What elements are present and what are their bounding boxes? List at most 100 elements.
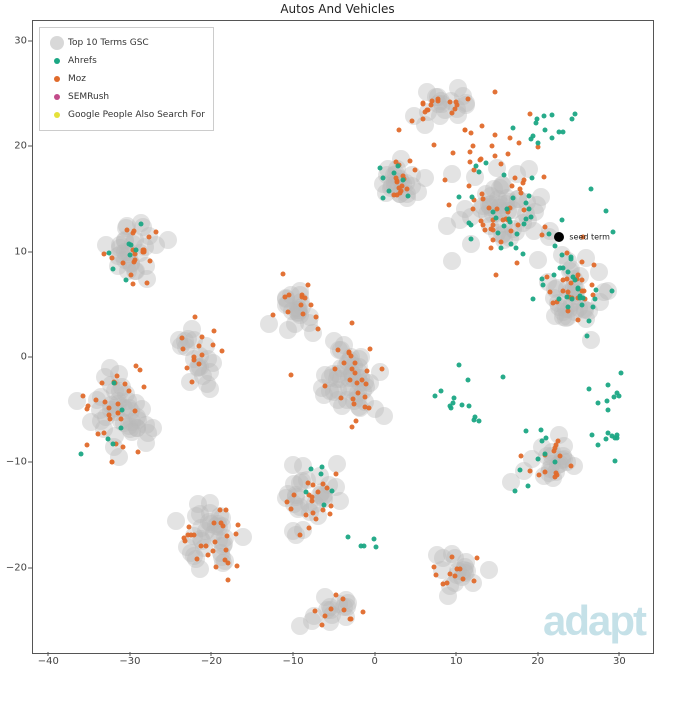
scatter-point xyxy=(110,441,115,446)
scatter-point xyxy=(348,617,353,622)
scatter-point xyxy=(218,521,223,526)
scatter-point xyxy=(543,127,548,132)
scatter-point xyxy=(605,399,610,404)
scatter-point xyxy=(421,116,426,121)
scatter-point xyxy=(78,451,83,456)
scatter-point xyxy=(519,191,524,196)
scatter-point xyxy=(498,246,503,251)
scatter-point xyxy=(471,206,476,211)
scatter-point xyxy=(189,495,207,513)
scatter-point xyxy=(323,384,328,389)
scatter-point xyxy=(118,425,123,430)
scatter-point xyxy=(501,224,506,229)
scatter-point xyxy=(322,502,327,507)
scatter-point xyxy=(214,564,219,569)
scatter-point xyxy=(576,317,581,322)
scatter-point xyxy=(85,407,90,412)
scatter-point xyxy=(501,374,506,379)
scatter-point xyxy=(378,166,383,171)
scatter-point xyxy=(460,577,465,582)
scatter-point xyxy=(527,193,532,198)
scatter-point xyxy=(346,535,351,540)
scatter-point xyxy=(554,471,559,476)
scatter-point xyxy=(527,468,532,473)
y-tick-mark xyxy=(28,146,32,147)
scatter-point xyxy=(308,302,313,307)
legend-marker-icon xyxy=(50,36,64,50)
scatter-point xyxy=(193,315,198,320)
scatter-point xyxy=(115,373,120,378)
scatter-point xyxy=(428,103,433,108)
scatter-point xyxy=(106,413,111,418)
scatter-point xyxy=(109,255,114,260)
scatter-point xyxy=(422,110,427,115)
scatter-point xyxy=(300,312,305,317)
scatter-point xyxy=(468,130,473,135)
scatter-point xyxy=(614,391,619,396)
scatter-point xyxy=(579,259,584,264)
scatter-point xyxy=(179,336,184,341)
scatter-point xyxy=(334,592,339,597)
scatter-point xyxy=(409,119,414,124)
scatter-point xyxy=(350,367,355,372)
scatter-point xyxy=(557,453,562,458)
y-tick-mark xyxy=(28,357,32,358)
scatter-point xyxy=(518,468,523,473)
scatter-point xyxy=(510,196,515,201)
scatter-point xyxy=(341,596,346,601)
scatter-point xyxy=(287,292,292,297)
scatter-point xyxy=(121,260,126,265)
scatter-point xyxy=(467,183,472,188)
scatter-point xyxy=(305,480,310,485)
scatter-point xyxy=(483,160,488,165)
scatter-point xyxy=(529,251,547,269)
scatter-point xyxy=(511,125,516,130)
scatter-point xyxy=(219,349,224,354)
scatter-point xyxy=(349,320,354,325)
scatter-point xyxy=(467,403,472,408)
chart-title: Autos And Vehicles xyxy=(0,2,675,16)
x-tick-label: −20 xyxy=(201,656,222,667)
legend-marker-icon xyxy=(54,76,60,82)
scatter-point xyxy=(353,419,358,424)
scatter-point xyxy=(480,124,485,129)
scatter-point xyxy=(327,511,332,516)
scatter-point xyxy=(468,222,473,227)
scatter-point xyxy=(494,272,499,277)
scatter-point xyxy=(498,239,503,244)
scatter-point xyxy=(610,230,615,235)
scatter-point xyxy=(298,303,303,308)
scatter-point xyxy=(84,442,89,447)
y-tick-label: −10 xyxy=(3,457,27,468)
scatter-point xyxy=(514,261,519,266)
scatter-point xyxy=(521,221,526,226)
scatter-point xyxy=(224,547,229,552)
scatter-point xyxy=(305,283,310,288)
scatter-point xyxy=(138,221,143,226)
scatter-point xyxy=(469,237,474,242)
scatter-point xyxy=(303,612,321,630)
scatter-point xyxy=(530,176,535,181)
scatter-point xyxy=(555,439,560,444)
scatter-point xyxy=(381,176,386,181)
scatter-point xyxy=(560,288,565,293)
scatter-point xyxy=(93,397,98,402)
scatter-point xyxy=(586,319,591,324)
scatter-point xyxy=(490,209,495,214)
scatter-point xyxy=(543,225,548,230)
scatter-point xyxy=(328,503,333,508)
scatter-point xyxy=(450,554,455,559)
scatter-point xyxy=(603,437,608,442)
scatter-point xyxy=(360,609,365,614)
scatter-point xyxy=(480,196,485,201)
scatter-point xyxy=(281,272,286,277)
x-tick-label: −30 xyxy=(119,656,140,667)
y-tick-mark xyxy=(28,251,32,252)
scatter-point xyxy=(100,381,105,386)
scatter-point xyxy=(531,297,536,302)
scatter-point xyxy=(354,381,359,386)
scatter-point xyxy=(550,112,555,117)
scatter-point xyxy=(304,489,309,494)
scatter-point xyxy=(128,252,133,257)
scatter-point xyxy=(349,354,354,359)
